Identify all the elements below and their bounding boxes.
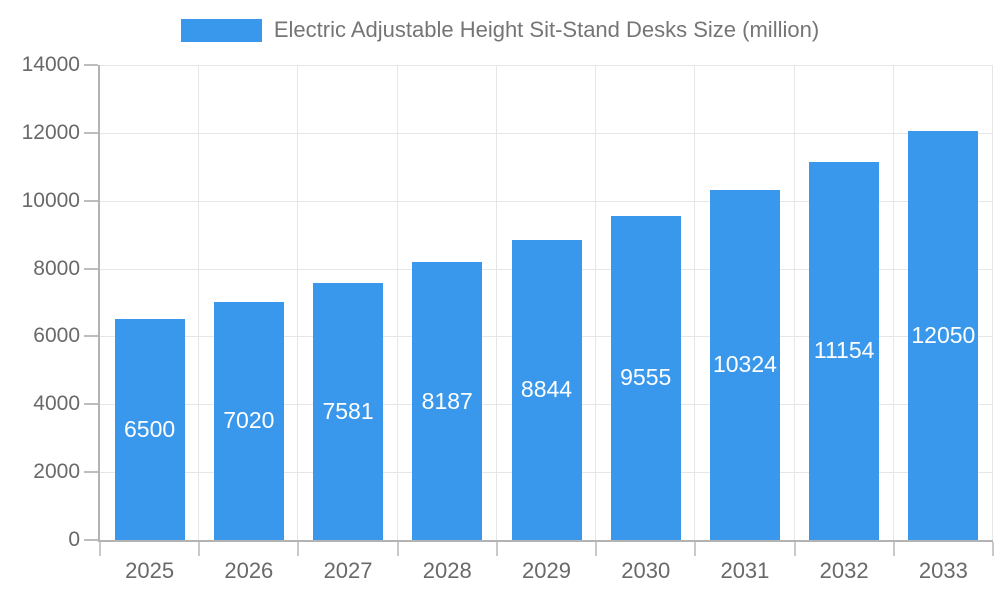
x-axis-tick [297,542,300,556]
bar-value-label: 7020 [223,407,275,434]
y-axis-tick [84,267,98,270]
gridline-vertical [892,65,894,540]
bar-2030: 9555 [610,215,681,540]
plot-area: 6500 7020 7581 8187 8844 9555 10324 11154 12050 [84,64,994,556]
gridline-vertical [198,65,200,540]
gridline-vertical [595,65,597,540]
x-axis-tick [495,542,498,556]
x-axis-tick-label: 2029 [522,558,571,583]
y-axis-tick-label: 10000 [21,188,80,212]
gridline-vertical [793,65,795,540]
x-axis-tick-label: 2031 [720,558,770,583]
bar-2033: 12050 [908,131,979,540]
y-axis-tick [84,403,98,406]
y-axis-tick [84,64,98,66]
y-axis-tick-label: 8000 [33,256,80,280]
x-axis-tick-label: 2032 [819,558,869,583]
y-axis-tick-label: 4000 [33,392,80,416]
y-axis-tick [84,539,98,541]
gridline-horizontal [100,65,993,66]
y-axis-tick-label: 14000 [21,53,80,76]
y-axis-tick [84,131,98,134]
gridline-horizontal [100,132,993,134]
gridline-vertical [297,65,299,540]
y-axis-tick [84,471,98,474]
bar-2029: 8844 [511,239,582,540]
bar-value-label: 8844 [520,376,573,403]
bar-value-label: 6500 [124,416,176,443]
x-axis-tick [595,542,598,556]
bar-value-label: 7581 [322,397,374,424]
bar-value-label: 11154 [813,337,875,364]
x-axis-line [98,540,993,542]
y-axis-tick-label: 0 [68,528,80,551]
bar-value-label: 9555 [620,364,672,391]
gridline-vertical [694,65,696,540]
gridline-vertical [396,65,398,540]
gridline-vertical [495,65,497,540]
x-axis-tick [892,542,895,556]
chart-legend: Electric Adjustable Height Sit-Stand Des… [0,17,1000,43]
bar-value-label: 8187 [421,387,473,414]
bar-2026: 7020 [213,301,284,540]
bar-2028: 8187 [412,262,483,540]
x-axis-tick [99,542,101,556]
y-axis-tick-label: 2000 [33,460,80,484]
x-axis-tick-label: 2028 [422,558,472,583]
y-axis-tick-label: 12000 [21,120,80,144]
x-axis-tick [198,542,201,556]
x-axis-tick-label: 2025 [125,558,175,583]
x-axis-tick [992,542,994,556]
legend-swatch-icon [180,18,262,42]
bar-2027: 7581 [313,282,384,540]
x-axis-tick-label: 2027 [323,558,373,583]
x-axis-tick-label: 2033 [918,558,968,583]
bar-value-label: 12050 [911,322,976,349]
gridline-vertical [992,65,993,540]
x-axis-tick-label: 2026 [224,558,274,583]
gridline-horizontal [100,200,993,202]
y-axis-tick [84,335,98,338]
bar-2031: 10324 [709,189,780,540]
bar-value-label: 10324 [712,351,777,378]
y-axis-line [98,65,100,540]
y-axis-tick-label: 6000 [33,324,80,348]
bar-2032: 11154 [809,161,880,540]
x-axis-tick-label: 2030 [621,558,671,583]
x-axis-tick [793,542,796,556]
legend-series-label: Electric Adjustable Height Sit-Stand Des… [273,17,820,42]
x-axis-tick [694,542,697,556]
y-axis-tick [84,199,98,202]
x-axis-tick [396,542,399,556]
bar-2025: 6500 [114,319,185,540]
